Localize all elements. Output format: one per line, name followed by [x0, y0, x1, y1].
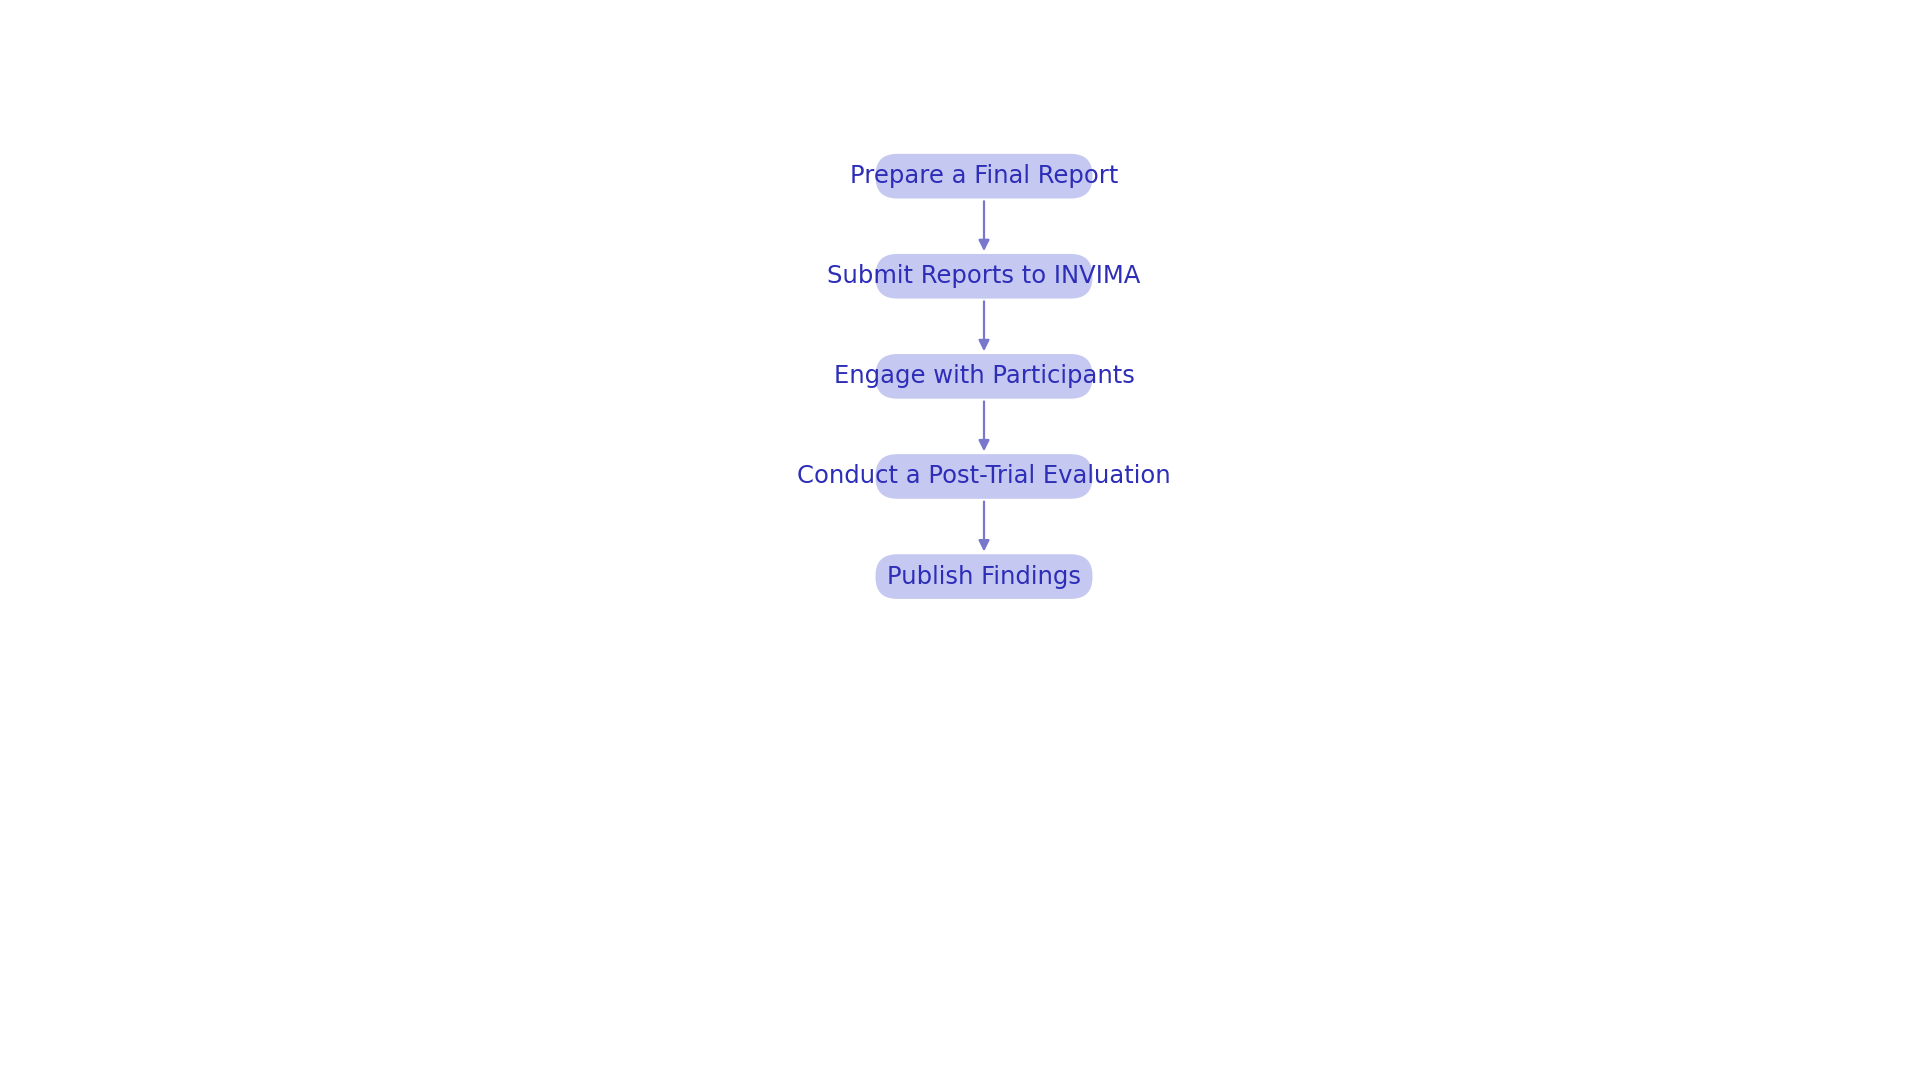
FancyBboxPatch shape — [876, 554, 1092, 599]
FancyBboxPatch shape — [876, 253, 1092, 299]
FancyBboxPatch shape — [876, 354, 1092, 399]
FancyBboxPatch shape — [876, 454, 1092, 499]
Text: Submit Reports to INVIMA: Submit Reports to INVIMA — [828, 264, 1140, 288]
Text: Publish Findings: Publish Findings — [887, 564, 1081, 588]
Text: Conduct a Post-Trial Evaluation: Conduct a Post-Trial Evaluation — [797, 465, 1171, 488]
Text: Engage with Participants: Engage with Participants — [833, 364, 1135, 389]
Text: Prepare a Final Report: Prepare a Final Report — [851, 165, 1117, 188]
FancyBboxPatch shape — [876, 154, 1092, 198]
